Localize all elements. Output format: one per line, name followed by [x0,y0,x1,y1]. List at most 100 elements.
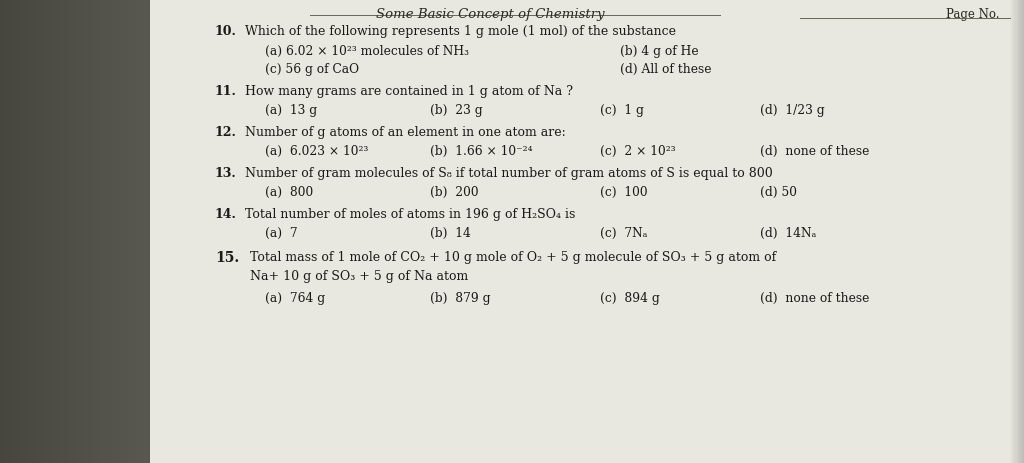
Bar [116,0,118,463]
Bar [154,0,156,463]
Bar [40,0,42,463]
Text: 14.: 14. [215,208,237,221]
Text: (a)  13 g: (a) 13 g [265,104,317,117]
Bar [36,0,38,463]
Text: (b)  1.66 × 10⁻²⁴: (b) 1.66 × 10⁻²⁴ [430,145,532,158]
Bar [120,0,122,463]
Text: 10.: 10. [215,25,237,38]
Bar [50,0,52,463]
Text: Total number of moles of atoms in 196 g of H₂SO₄ is: Total number of moles of atoms in 196 g … [245,208,575,221]
Bar [66,0,68,463]
FancyBboxPatch shape [150,0,1024,463]
Bar [38,0,40,463]
Bar [46,0,48,463]
Text: (a)  800: (a) 800 [265,186,313,199]
Bar [54,0,56,463]
Text: (b)  879 g: (b) 879 g [430,292,490,305]
Bar [1020,0,1022,463]
Bar [1017,0,1019,463]
Bar [1011,0,1013,463]
Bar [98,0,100,463]
Text: Some Basic Concept of Chemistry: Some Basic Concept of Chemistry [376,8,604,21]
Text: 13.: 13. [215,167,237,180]
Bar [26,0,28,463]
Bar [70,0,72,463]
Bar [78,0,80,463]
Bar [144,0,146,463]
Bar [22,0,24,463]
Bar [20,0,22,463]
Bar [52,0,54,463]
Bar [16,0,18,463]
Bar [110,0,112,463]
Bar [122,0,124,463]
Bar [96,0,98,463]
Bar [1015,0,1017,463]
Text: Number of gram molecules of S₈ if total number of gram atoms of S is equal to 80: Number of gram molecules of S₈ if total … [245,167,773,180]
Bar [32,0,34,463]
Bar [74,0,76,463]
Bar [134,0,136,463]
Text: (b)  200: (b) 200 [430,186,478,199]
Text: (b)  23 g: (b) 23 g [430,104,482,117]
Bar [14,0,16,463]
Bar [102,0,104,463]
Bar [24,0,26,463]
Bar [124,0,126,463]
Bar [18,0,20,463]
FancyBboxPatch shape [0,0,155,463]
Bar [1013,0,1015,463]
Bar [140,0,142,463]
Bar [63,0,66,463]
Bar [126,0,128,463]
Bar [152,0,154,463]
Text: (a)  6.023 × 10²³: (a) 6.023 × 10²³ [265,145,369,158]
Bar [12,0,14,463]
Bar [128,0,130,463]
Bar [114,0,116,463]
Bar [1009,0,1011,463]
Text: How many grams are contained in 1 g atom of Na ?: How many grams are contained in 1 g atom… [245,85,573,98]
Bar [56,0,58,463]
Bar [84,0,86,463]
Bar [1014,0,1016,463]
Text: (a)  7: (a) 7 [265,227,298,240]
Bar [108,0,110,463]
Text: 11.: 11. [215,85,237,98]
Text: Which of the following represents 1 g mole (1 mol) of the substance: Which of the following represents 1 g mo… [245,25,676,38]
Text: (c)  1 g: (c) 1 g [600,104,644,117]
Text: (b)  14: (b) 14 [430,227,471,240]
Bar [60,0,62,463]
Bar [146,0,148,463]
Text: (d) 50: (d) 50 [760,186,797,199]
Bar [34,0,36,463]
Bar [1022,0,1024,463]
Bar [94,0,96,463]
Text: Total mass of 1 mole of CO₂ + 10 g mole of O₂ + 5 g molecule of SO₃ + 5 g atom o: Total mass of 1 mole of CO₂ + 10 g mole … [250,251,776,264]
Text: 12.: 12. [215,126,237,139]
Bar [1019,0,1021,463]
Bar [130,0,132,463]
Text: (c) 56 g of CaO: (c) 56 g of CaO [265,63,359,76]
Text: (d)  14Nₐ: (d) 14Nₐ [760,227,816,240]
Bar [82,0,84,463]
Text: (d) All of these: (d) All of these [620,63,712,76]
Bar [118,0,120,463]
Bar [6,0,8,463]
Text: (d)  1/23 g: (d) 1/23 g [760,104,824,117]
Bar [42,0,44,463]
Bar [8,0,10,463]
Text: (d)  none of these: (d) none of these [760,292,869,305]
Text: (b) 4 g of He: (b) 4 g of He [620,45,698,58]
Bar [1012,0,1014,463]
Text: (c)  2 × 10²³: (c) 2 × 10²³ [600,145,676,158]
Bar [132,0,134,463]
Bar [28,0,30,463]
Bar [72,0,74,463]
Bar [158,0,160,463]
Bar [1016,0,1018,463]
Bar [150,0,152,463]
Bar [4,0,6,463]
Bar [136,0,138,463]
Bar [80,0,82,463]
